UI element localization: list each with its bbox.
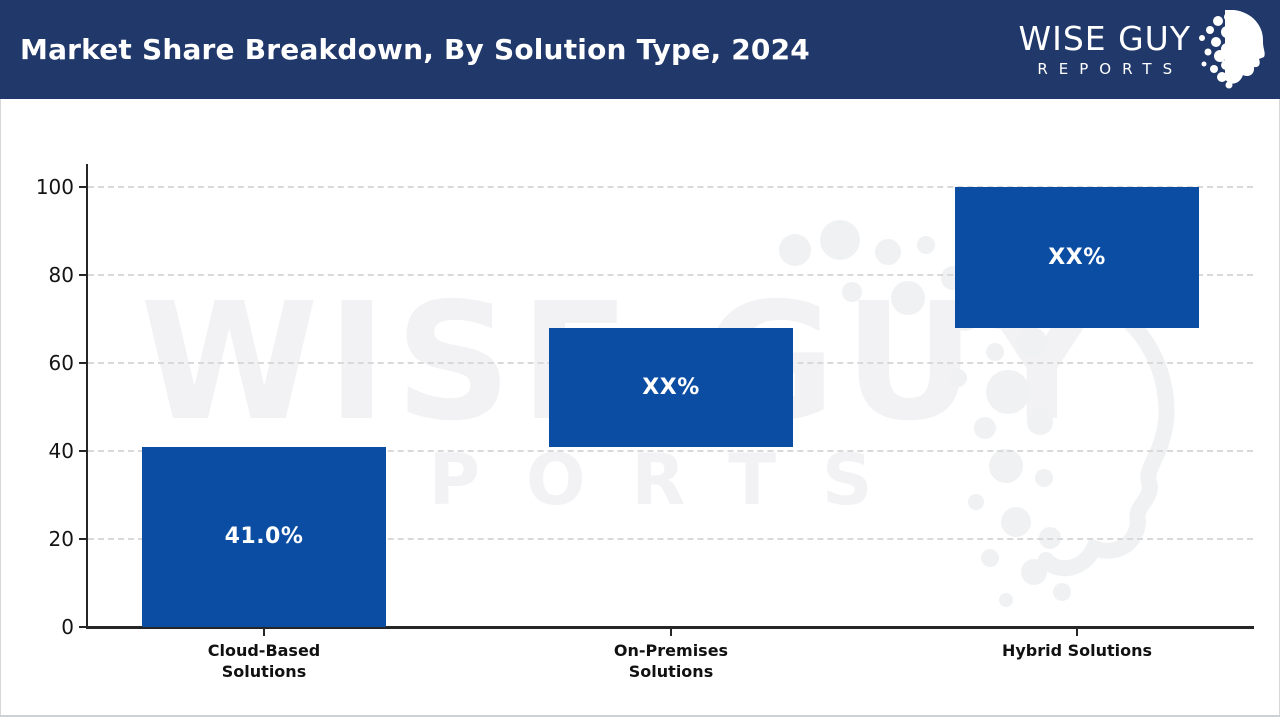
y-axis-tick [79,626,87,628]
logo-wordmark: WISE GUY REPORTS [1018,22,1191,78]
y-axis-tick [79,450,87,452]
y-axis-tick [79,538,87,540]
face-profile-dots-icon [1199,9,1265,88]
y-tick-label: 20 [48,527,74,551]
logo-text-line1: WISE GUY [1018,18,1191,58]
y-tick-label: 60 [48,351,74,375]
x-axis-tick [263,629,265,636]
x-axis-tick [1076,629,1078,636]
y-axis-tick [79,186,87,188]
gridline [88,450,1253,452]
y-tick-label: 100 [35,175,74,199]
bar-value-label: XX% [1048,244,1106,270]
category-label: Cloud-Based Solutions [207,641,321,681]
y-axis-tick [79,274,87,276]
y-tick-label: 40 [48,439,74,463]
y-axis-line [86,164,88,628]
x-axis-tick [670,629,672,636]
header: Market Share Breakdown, By Solution Type… [0,0,1280,99]
wiseguy-logo: WISE GUY REPORTS [1018,8,1266,92]
bar-segment: XX% [549,327,793,447]
category-label: On-Premises Solutions [613,641,729,681]
footer-rule [0,715,1280,717]
bar-segment: 41.0% [142,446,386,627]
bar-segment: XX% [955,187,1199,328]
category-label: Hybrid Solutions [1001,641,1153,660]
y-axis-tick [79,362,87,364]
gridline [88,274,1253,276]
y-tick-label: 80 [48,263,74,287]
bar-value-label: XX% [642,374,700,400]
y-tick-label: 0 [61,615,74,639]
logo-text-line2: REPORTS [1037,59,1184,78]
bar-value-label: 41.0% [224,524,304,550]
gridline [88,538,1253,540]
gridline [88,186,1253,188]
x-axis-line [86,626,1254,629]
image-border-left [0,99,1,716]
page-title: Market Share Breakdown, By Solution Type… [20,33,810,66]
